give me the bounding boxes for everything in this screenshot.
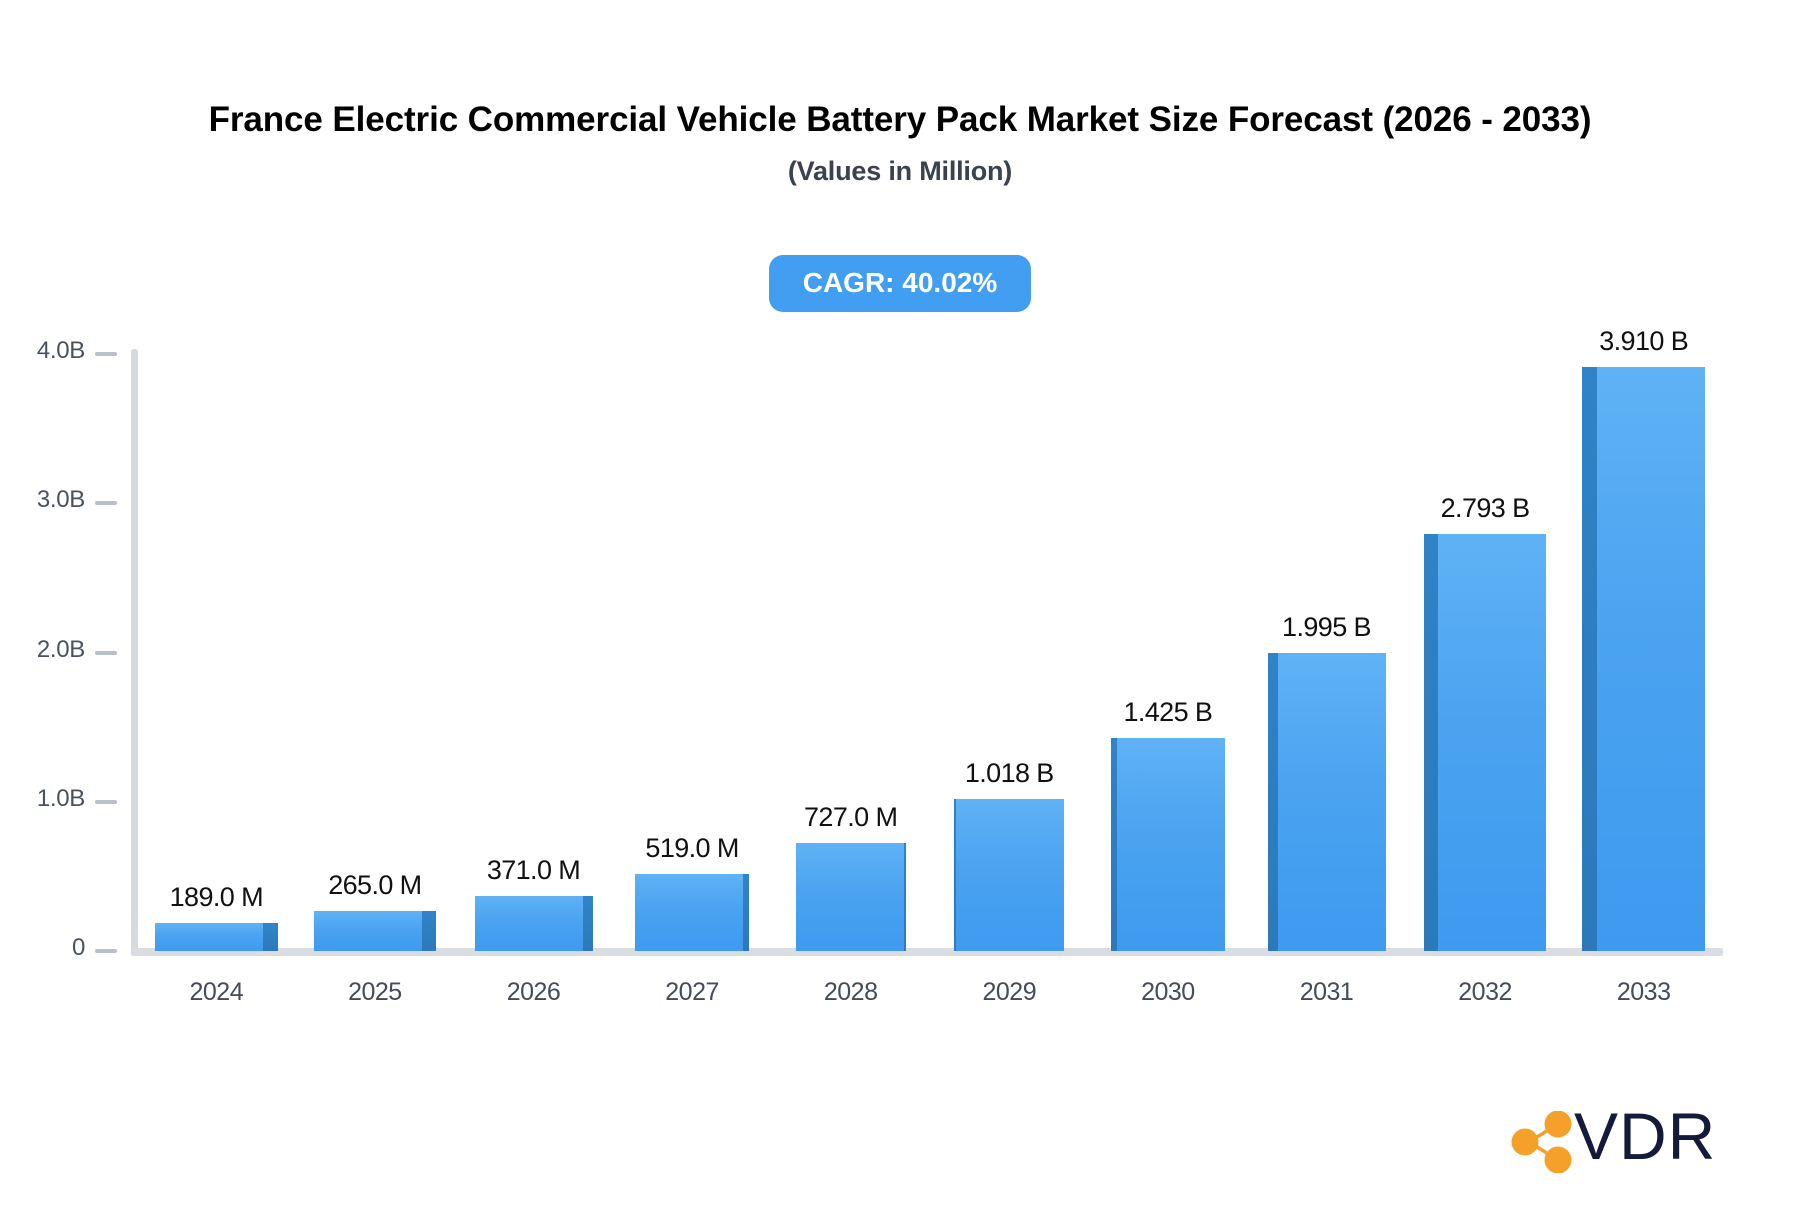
- bar-value-label: 1.425 B: [1123, 697, 1213, 728]
- bar[interactable]: [1116, 738, 1225, 951]
- bar-top-cap: [954, 799, 957, 806]
- bar[interactable]: [1277, 653, 1386, 951]
- x-axis-label: 2026: [506, 978, 561, 1006]
- bar-side-face: [262, 927, 278, 951]
- bar-value-label: 519.0 M: [645, 832, 739, 863]
- x-axis-label: 2031: [1299, 978, 1354, 1006]
- bar-top-cap: [743, 873, 750, 880]
- chart-subtitle: (Values in Million): [787, 155, 1013, 186]
- bar-side-face: [421, 916, 436, 951]
- y-axis-tick-mark: [95, 799, 117, 804]
- bar[interactable]: [1597, 367, 1706, 951]
- bar-side-face: [903, 847, 906, 951]
- bar-top-cap: [262, 922, 278, 929]
- bar[interactable]: [154, 922, 263, 951]
- y-axis-tick-label: 0: [71, 934, 85, 961]
- bar[interactable]: [313, 911, 422, 951]
- bar-side-face: [1267, 658, 1278, 951]
- bar-value-label: 2.793 B: [1440, 493, 1530, 524]
- x-axis-label: 2030: [1141, 978, 1195, 1006]
- x-axis-label: 2029: [982, 978, 1037, 1006]
- bar-value-label: 727.0 M: [804, 801, 898, 832]
- chart-header: France Electric Commercial Vehicle Batte…: [0, 96, 1800, 187]
- bar-side-face: [1110, 743, 1117, 951]
- bar-top-cap: [1424, 534, 1439, 541]
- bar-value-label: 189.0 M: [169, 881, 264, 912]
- bar-value-label: 1.995 B: [1282, 612, 1371, 643]
- bar-side-face: [743, 878, 750, 951]
- bar-top-cap: [1267, 653, 1278, 660]
- bar-value-label: 1.018 B: [964, 758, 1054, 789]
- x-axis-label: 2032: [1458, 978, 1512, 1006]
- bar-value-label: 265.0 M: [328, 870, 422, 901]
- y-axis-tick-mark: [95, 650, 117, 655]
- y-axis-line: [131, 349, 138, 953]
- y-axis-tick-label: 1.0B: [36, 784, 85, 812]
- y-axis-tick-mark: [95, 352, 117, 356]
- bar[interactable]: [956, 799, 1065, 951]
- bar-side-face: [582, 900, 593, 951]
- y-axis-tick-mark: [95, 501, 117, 506]
- x-axis-label: 2028: [823, 978, 878, 1006]
- cagr-badge: CAGR: 40.02%: [768, 255, 1032, 312]
- bar-top-cap: [421, 911, 436, 918]
- x-axis-label: 2033: [1616, 978, 1671, 1006]
- logo-text: VDR: [1574, 1099, 1717, 1173]
- y-axis-tick-label: 3.0B: [36, 486, 85, 514]
- bar-top-cap: [582, 895, 593, 902]
- bar-side-face: [1424, 539, 1439, 951]
- bar[interactable]: [1438, 534, 1547, 951]
- bar-side-face: [1582, 372, 1598, 951]
- vdr-logo: VDR: [1510, 1099, 1720, 1179]
- share-network-icon: [1511, 1111, 1572, 1173]
- bar-top-cap: [903, 842, 906, 849]
- y-axis-tick-label: 4.0B: [36, 337, 85, 364]
- x-axis-label: 2024: [189, 978, 244, 1006]
- x-axis-label: 2027: [665, 978, 719, 1006]
- y-axis-tick-label: 2.0B: [36, 635, 85, 663]
- bar-top-cap: [1110, 738, 1117, 745]
- y-axis-tick-mark: [95, 949, 117, 953]
- bar-value-label: 371.0 M: [486, 854, 581, 885]
- bar-side-face: [954, 804, 957, 951]
- bar-top-cap: [1582, 367, 1598, 374]
- bar[interactable]: [474, 895, 583, 951]
- cagr-badge-container: CAGR: 40.02%: [0, 255, 1800, 312]
- bar[interactable]: [635, 873, 744, 951]
- x-axis-label: 2025: [348, 978, 402, 1006]
- bar-value-label: 3.910 B: [1599, 326, 1689, 357]
- page-title: France Electric Commercial Vehicle Batte…: [208, 100, 1592, 139]
- bar[interactable]: [795, 842, 904, 951]
- x-axis-baseline: [131, 948, 1723, 956]
